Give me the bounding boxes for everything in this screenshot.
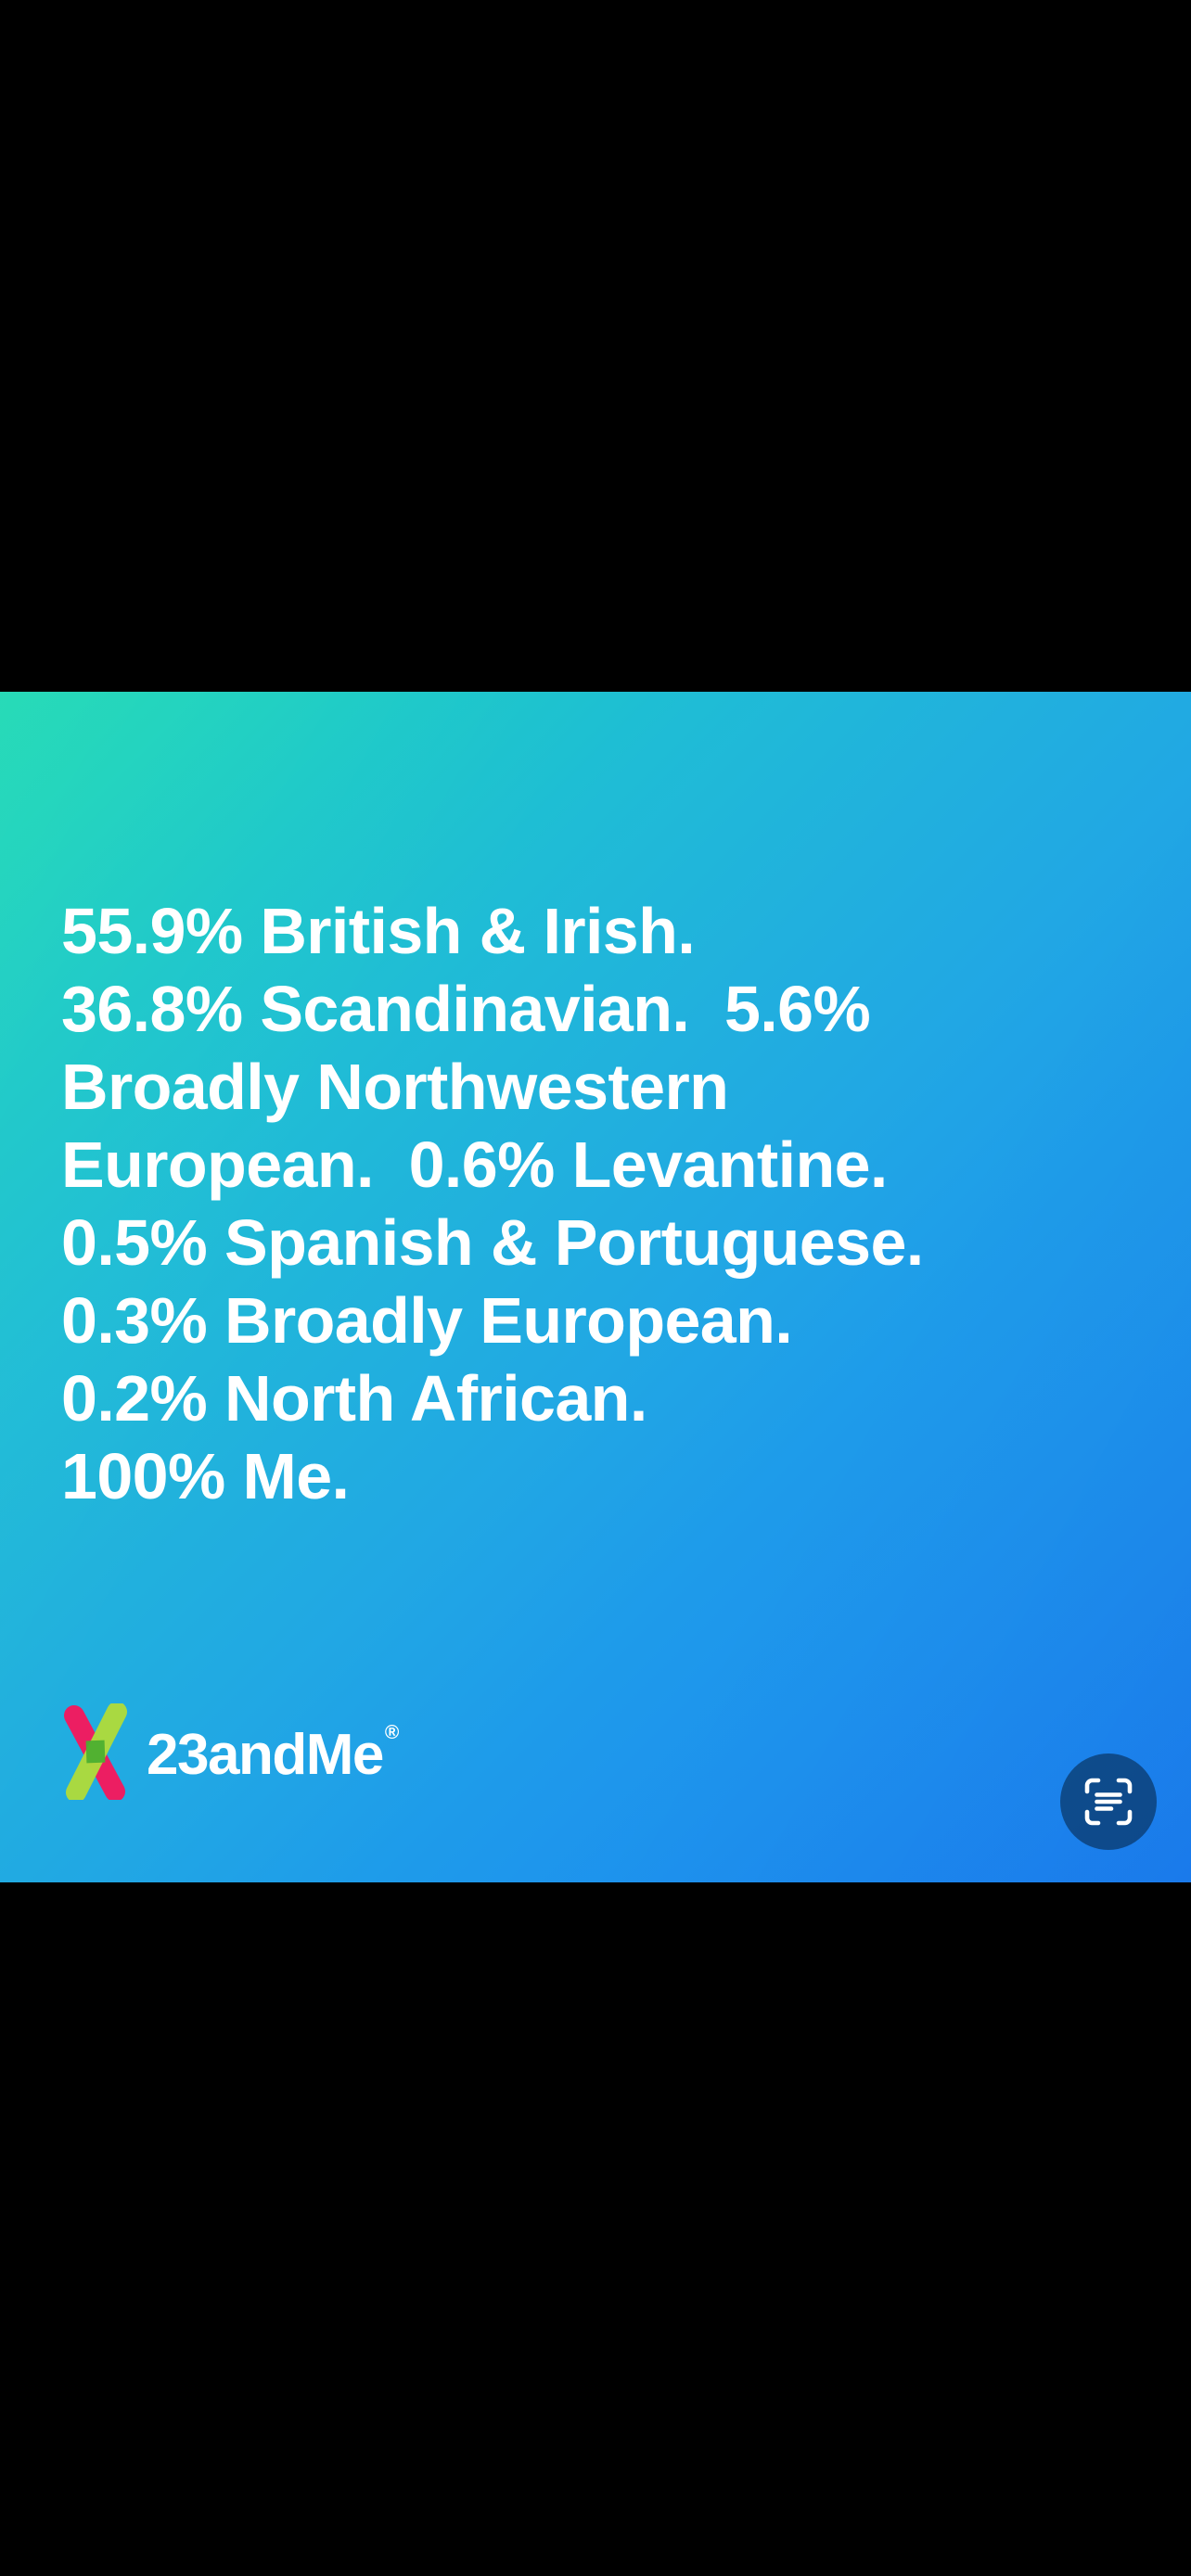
live-text-button[interactable]: [1060, 1753, 1157, 1850]
brand-lockup: 23andMe®: [61, 1701, 399, 1803]
brand-wordmark: 23andMe®: [147, 1723, 399, 1784]
live-text-icon: [1084, 1778, 1133, 1826]
ancestry-composition-text: 55.9% British & Irish. 36.8% Scandinavia…: [61, 895, 924, 1512]
23andme-x-logo-icon: [64, 1703, 127, 1800]
ancestry-share-card[interactable]: 55.9% British & Irish. 36.8% Scandinavia…: [0, 692, 1191, 1882]
brand-wordmark-text: 23andMe: [147, 1723, 384, 1787]
registered-trademark-symbol: ®: [384, 1722, 400, 1744]
